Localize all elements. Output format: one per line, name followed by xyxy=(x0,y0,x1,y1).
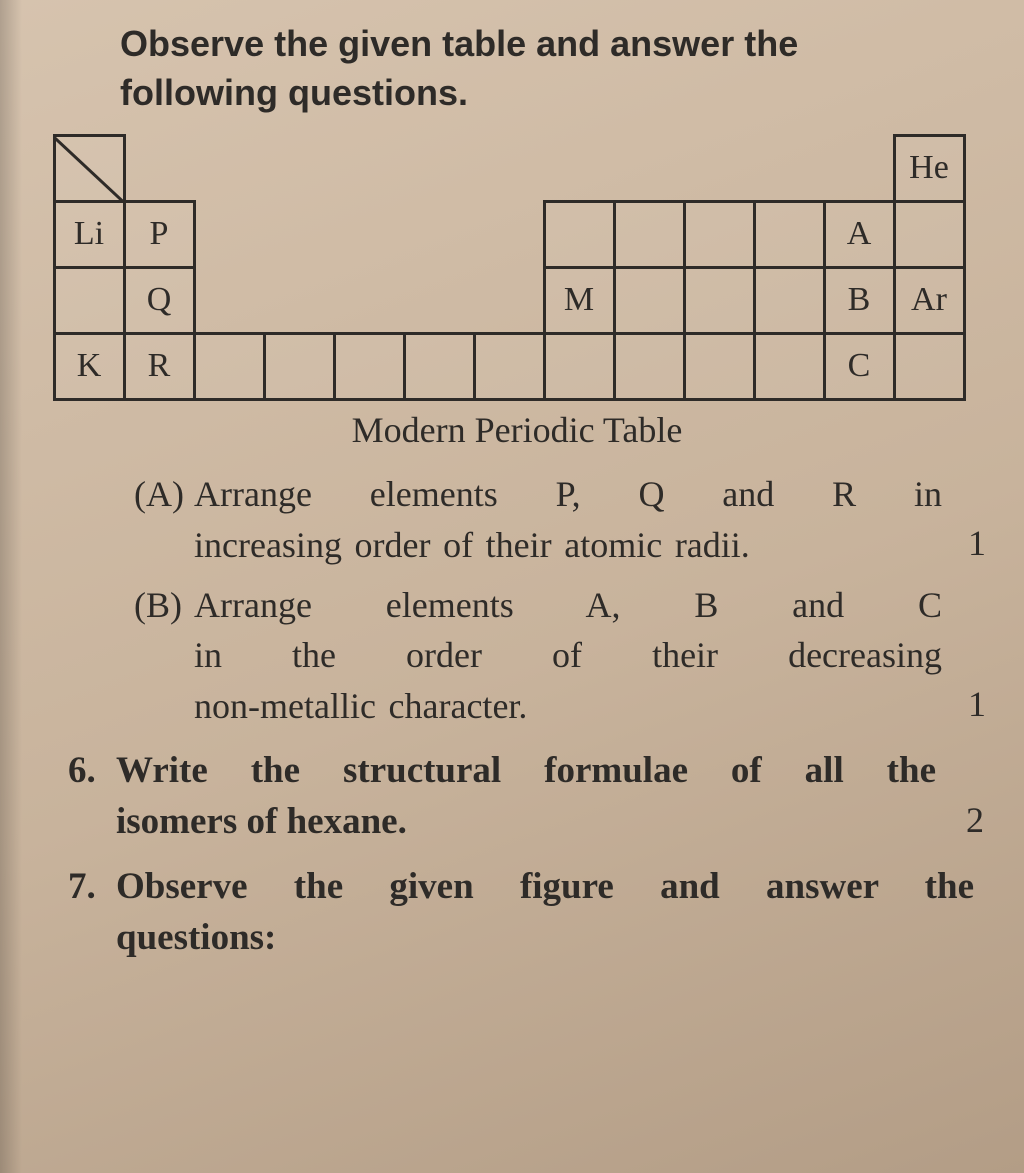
cell-b-elem: B xyxy=(823,266,896,335)
table-caption: Modern Periodic Table xyxy=(50,409,984,451)
q6-line2: isomers of hexane. xyxy=(116,796,936,847)
periodic-table: He Li P A Q M B Ar K R C xyxy=(54,135,964,399)
cell-r2-c8 xyxy=(543,200,616,269)
question-7: 7. Observe the given figure and answer t… xyxy=(68,861,984,963)
cell-r2-c13 xyxy=(893,200,966,269)
subq-a-label: (A) xyxy=(134,469,184,519)
cell-he: He xyxy=(893,134,966,203)
cell-r3-c11 xyxy=(753,266,826,335)
q6-mark: 2 xyxy=(966,796,984,846)
cell-ar: Ar xyxy=(893,266,966,335)
page: Observe the given table and answer the f… xyxy=(0,0,1024,1173)
cell-r4-c9 xyxy=(613,332,686,401)
q7-number: 7. xyxy=(68,861,96,912)
cell-a-elem: A xyxy=(823,200,896,269)
q6-line1: Write the structural formulae of all the xyxy=(116,745,936,796)
cell-r2-c11 xyxy=(753,200,826,269)
cell-r4-c4 xyxy=(263,332,336,401)
cell-m-elem: M xyxy=(543,266,616,335)
intro-text: Observe the given table and answer the f… xyxy=(120,20,984,117)
cell-k-elem: K xyxy=(53,332,126,401)
cell-r3-c9 xyxy=(613,266,686,335)
subq-a-line1: Arrange elements P, Q and R in xyxy=(194,469,942,519)
q7-line1: Observe the given figure and answer the xyxy=(116,861,974,912)
cell-li: Li xyxy=(53,200,126,269)
cell-corner xyxy=(53,134,126,203)
cell-r2-c9 xyxy=(613,200,686,269)
cell-r3-c10 xyxy=(683,266,756,335)
cell-r4-c13 xyxy=(893,332,966,401)
cell-q-elem: Q xyxy=(123,266,196,335)
subq-b-mark: 1 xyxy=(968,679,986,729)
subq-b-line3: non-metallic character. xyxy=(194,681,942,731)
subq-b-line1: Arrange elements A, B and C xyxy=(194,580,942,630)
intro-line-2: following questions. xyxy=(120,72,468,113)
subq-b-line2: in the order of their decreasing xyxy=(194,630,942,680)
cell-r4-c5 xyxy=(333,332,406,401)
cell-r4-c7 xyxy=(473,332,546,401)
subq-a-mark: 1 xyxy=(968,518,986,568)
cell-r4-c6 xyxy=(403,332,476,401)
q7-line2: questions: xyxy=(116,912,974,963)
subq-a-line2: increasing order of their atomic radii. xyxy=(194,520,942,570)
cell-r4-c8 xyxy=(543,332,616,401)
cell-r3-c1 xyxy=(53,266,126,335)
subquestion-a: (A) Arrange elements P, Q and R in incre… xyxy=(134,469,984,570)
cell-r2-c10 xyxy=(683,200,756,269)
cell-r4-c10 xyxy=(683,332,756,401)
cell-r4-c11 xyxy=(753,332,826,401)
cell-r-elem: R xyxy=(123,332,196,401)
cell-c-elem: C xyxy=(823,332,896,401)
question-6: 6. Write the structural formulae of all … xyxy=(68,745,984,847)
subquestion-b: (B) Arrange elements A, B and C in the o… xyxy=(134,580,984,731)
q6-number: 6. xyxy=(68,745,96,796)
cell-p-elem: P xyxy=(123,200,196,269)
intro-line-1: Observe the given table and answer the xyxy=(120,23,798,64)
cell-r4-c3 xyxy=(193,332,266,401)
subq-b-label: (B) xyxy=(134,580,182,630)
